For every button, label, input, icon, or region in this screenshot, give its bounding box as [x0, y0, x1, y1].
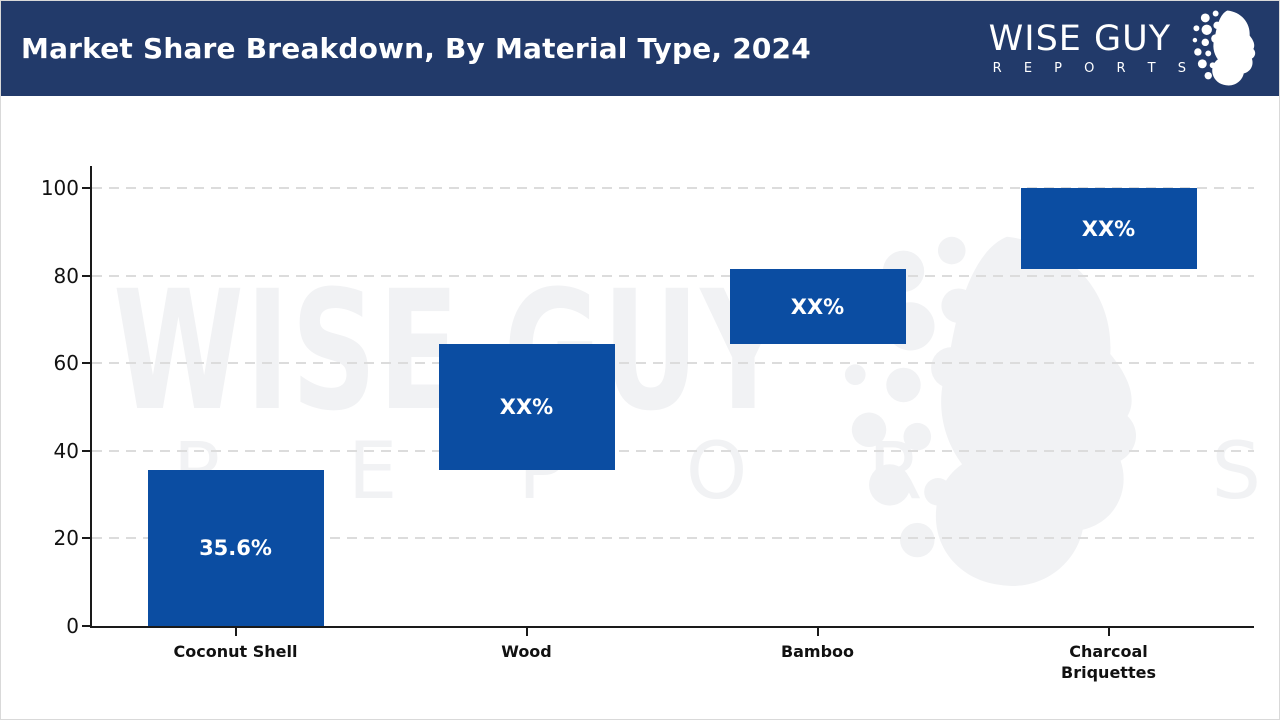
bar-value-label: XX%: [1081, 216, 1136, 241]
x-category-label-1: Wood: [501, 642, 552, 661]
x-category-label-3: Charcoal Briquettes: [1061, 642, 1156, 682]
x-tick-mark-1: [525, 628, 528, 636]
gridline-60: [92, 362, 1254, 365]
x-category-label-2: Bamboo: [780, 642, 855, 661]
y-tick-label-0: 0: [66, 614, 79, 638]
x-axis: [90, 626, 1254, 628]
x-tick-mark-0: [234, 628, 237, 636]
logo-wordmark: WISE GUY R E P O R T S: [988, 18, 1195, 76]
gridline-100: [92, 187, 1254, 189]
bar-value-label: XX%: [499, 395, 554, 420]
header: Market Share Breakdown, By Material Type…: [1, 1, 1279, 96]
y-tick-label-60: 60: [53, 351, 79, 376]
y-tick-label-40: 40: [53, 438, 79, 463]
bar-value-label: XX%: [790, 294, 845, 319]
y-tick-mark-100: [82, 187, 90, 189]
y-axis: [90, 166, 92, 628]
bar-coconut-shell: 35.6%: [147, 470, 324, 626]
watermark-subtitle: R E P O R T S: [173, 427, 1280, 517]
y-tick-mark-0: [82, 625, 90, 627]
logo-face-icon: [1189, 6, 1263, 92]
bar-value-label: 35.6%: [199, 536, 272, 561]
x-tick-mark-3: [1107, 628, 1110, 636]
chart-title: Market Share Breakdown, By Material Type…: [21, 32, 811, 65]
gridline-80: [92, 274, 1254, 277]
x-tick-mark-2: [816, 628, 819, 636]
bar-charcoal-briquettes: XX%: [1020, 188, 1197, 270]
y-tick-mark-20: [82, 537, 90, 540]
y-tick-label-100: 100: [40, 176, 79, 200]
wiseguy-logo: WISE GUY R E P O R T S: [989, 6, 1263, 92]
bar-wood: XX%: [438, 344, 615, 471]
bar-bamboo: XX%: [729, 269, 906, 345]
y-tick-label-80: 80: [53, 263, 79, 288]
x-category-label-0: Coconut Shell: [173, 642, 298, 661]
y-tick-mark-40: [82, 449, 90, 452]
logo-name: WISE GUY: [988, 18, 1172, 59]
y-tick-label-20: 20: [53, 526, 79, 551]
logo-subtitle: R E P O R T S: [992, 60, 1195, 76]
y-tick-mark-80: [82, 274, 90, 277]
gridline-40: [92, 449, 1254, 452]
gridline-20: [92, 537, 1254, 540]
y-tick-mark-60: [82, 362, 90, 365]
